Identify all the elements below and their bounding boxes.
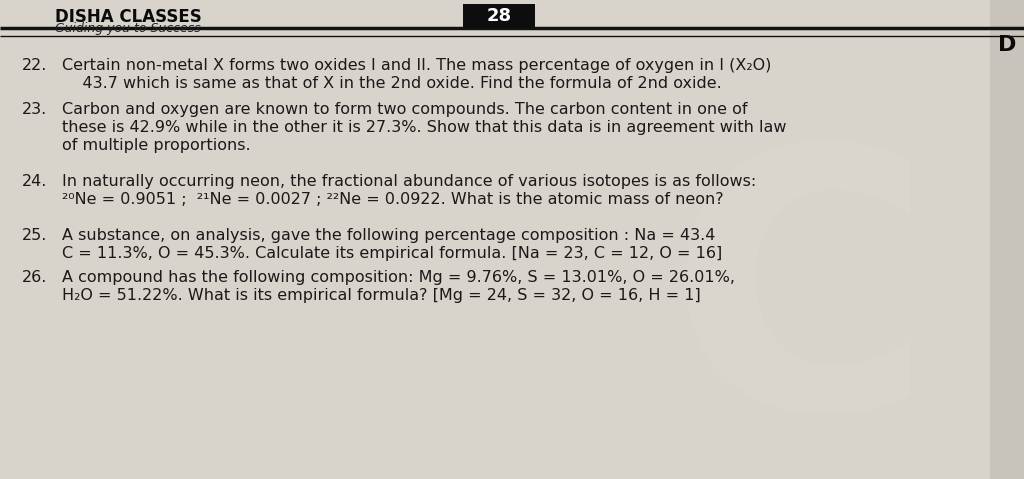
Text: In naturally occurring neon, the fractional abundance of various isotopes is as : In naturally occurring neon, the fractio… bbox=[62, 174, 757, 189]
Text: 43.7 which is same as that of X in the 2nd oxide. Find the formula of 2nd oxide.: 43.7 which is same as that of X in the 2… bbox=[62, 76, 722, 91]
Text: 28: 28 bbox=[486, 7, 512, 25]
Text: 22.: 22. bbox=[22, 58, 47, 73]
Text: Certain non-metal X forms two oxides I and II. The mass percentage of oxygen in : Certain non-metal X forms two oxides I a… bbox=[62, 58, 771, 73]
Text: 25.: 25. bbox=[22, 228, 47, 243]
FancyBboxPatch shape bbox=[990, 0, 1024, 479]
Text: D: D bbox=[997, 35, 1016, 55]
Text: A compound has the following composition: Mg = 9.76%, S = 13.01%, O = 26.01%,: A compound has the following composition… bbox=[62, 270, 735, 285]
Text: of multiple proportions.: of multiple proportions. bbox=[62, 138, 251, 153]
Text: H₂O = 51.22%. What is its empirical formula? [Mg = 24, S = 32, O = 16, H = 1]: H₂O = 51.22%. What is its empirical form… bbox=[62, 288, 700, 303]
Text: 24.: 24. bbox=[22, 174, 47, 189]
Text: C: C bbox=[668, 136, 933, 479]
FancyBboxPatch shape bbox=[463, 4, 535, 28]
Text: Carbon and oxygen are known to form two compounds. The carbon content in one of: Carbon and oxygen are known to form two … bbox=[62, 102, 748, 117]
Text: 23.: 23. bbox=[22, 102, 47, 117]
Text: C = 11.3%, O = 45.3%. Calculate its empirical formula. [Na = 23, C = 12, O = 16]: C = 11.3%, O = 45.3%. Calculate its empi… bbox=[62, 246, 722, 261]
Text: DISHA CLASSES: DISHA CLASSES bbox=[55, 8, 202, 26]
Text: Guiding you to Success: Guiding you to Success bbox=[55, 22, 201, 35]
Text: ²⁰Ne = 0.9051 ;  ²¹Ne = 0.0027 ; ²²Ne = 0.0922. What is the atomic mass of neon?: ²⁰Ne = 0.9051 ; ²¹Ne = 0.0027 ; ²²Ne = 0… bbox=[62, 192, 724, 207]
Text: these is 42.9% while in the other it is 27.3%. Show that this data is in agreeme: these is 42.9% while in the other it is … bbox=[62, 120, 786, 135]
Text: 26.: 26. bbox=[22, 270, 47, 285]
Text: A substance, on analysis, gave the following percentage composition : Na = 43.4: A substance, on analysis, gave the follo… bbox=[62, 228, 716, 243]
